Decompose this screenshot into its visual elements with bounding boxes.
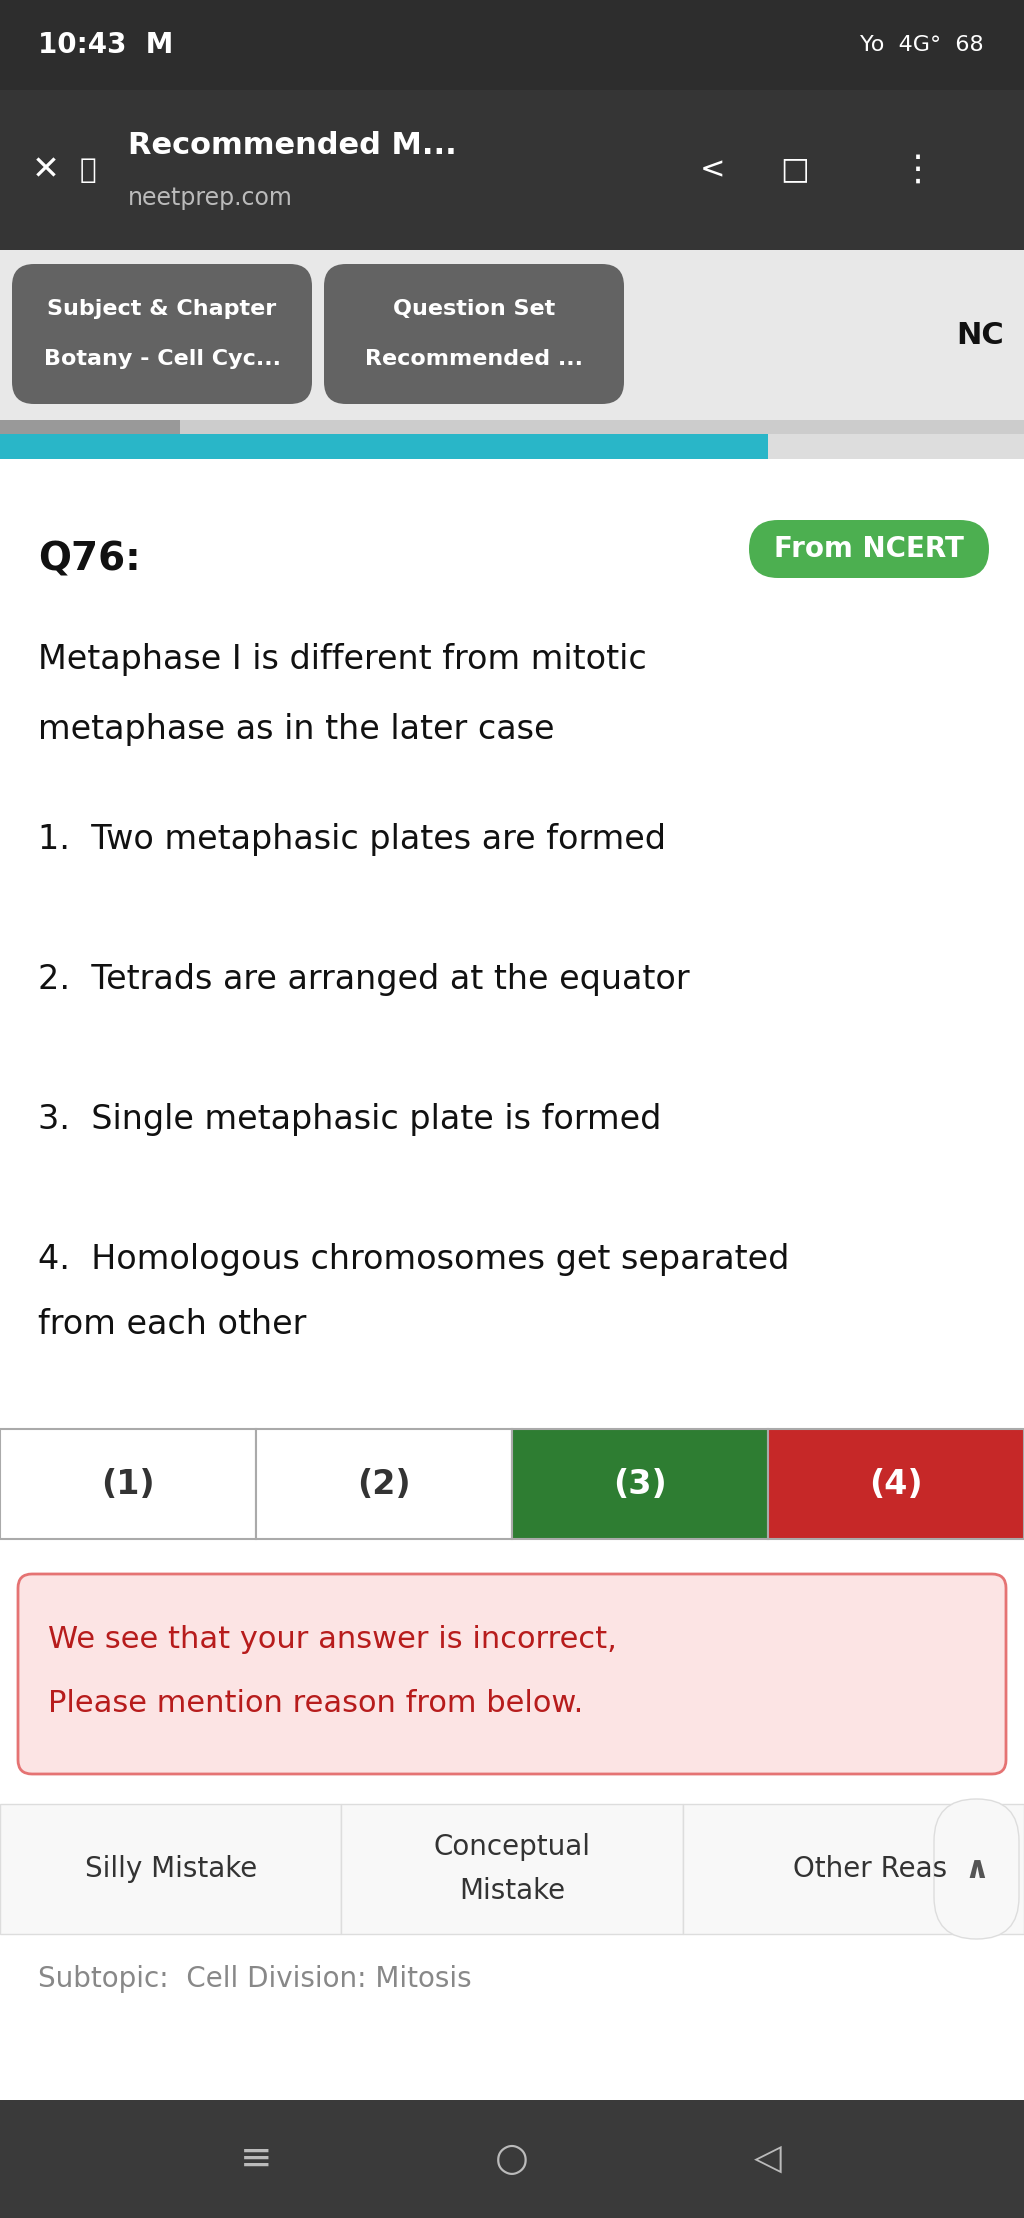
Bar — [0, 459, 1024, 2100]
Text: Question Set: Question Set — [393, 299, 555, 319]
Bar — [683, 1803, 1024, 1934]
Text: Subject & Chapter: Subject & Chapter — [47, 299, 276, 319]
Text: ◁: ◁ — [754, 2143, 782, 2176]
Bar — [0, 1428, 1024, 1539]
FancyBboxPatch shape — [934, 1799, 1019, 1939]
Text: Recommended ...: Recommended ... — [365, 348, 583, 368]
Text: From NCERT: From NCERT — [774, 535, 964, 563]
Text: (1): (1) — [101, 1468, 155, 1502]
Text: Recommended M...: Recommended M... — [128, 131, 457, 160]
Text: Q76:: Q76: — [38, 539, 140, 579]
Text: (3): (3) — [613, 1468, 667, 1502]
FancyBboxPatch shape — [324, 264, 624, 404]
Text: Mistake: Mistake — [459, 1876, 565, 1905]
Text: Conceptual: Conceptual — [433, 1832, 591, 1861]
Bar — [0, 2100, 1024, 2218]
Text: ∧: ∧ — [965, 1854, 989, 1883]
Text: 2.  Tetrads are arranged at the equator: 2. Tetrads are arranged at the equator — [38, 963, 689, 996]
Text: ⋮: ⋮ — [900, 153, 936, 186]
Bar — [0, 435, 1024, 459]
Text: neetprep.com: neetprep.com — [128, 186, 293, 211]
Text: (4): (4) — [869, 1468, 923, 1502]
Bar — [0, 91, 1024, 251]
Text: Silly Mistake: Silly Mistake — [85, 1854, 257, 1883]
Bar — [0, 435, 768, 459]
Bar — [0, 419, 1024, 435]
Text: Subtopic:  Cell Division: Mitosis: Subtopic: Cell Division: Mitosis — [38, 1965, 472, 1994]
Bar — [0, 251, 1024, 419]
Text: □: □ — [780, 155, 809, 184]
Bar — [256, 1428, 512, 1539]
Text: 🔒: 🔒 — [80, 155, 96, 184]
Text: from each other: from each other — [38, 1306, 306, 1340]
Text: metaphase as in the later case: metaphase as in the later case — [38, 712, 555, 745]
Text: Other Reas: Other Reas — [794, 1854, 947, 1883]
Bar — [768, 1428, 1024, 1539]
Text: Metaphase I is different from mitotic: Metaphase I is different from mitotic — [38, 643, 647, 676]
Text: Yo  4G°  68: Yo 4G° 68 — [860, 35, 984, 55]
Text: We see that your answer is incorrect,: We see that your answer is incorrect, — [48, 1624, 616, 1652]
Text: ≡: ≡ — [240, 2140, 272, 2178]
Bar — [512, 1428, 768, 1539]
Text: 10:43  M: 10:43 M — [38, 31, 173, 60]
Text: Please mention reason from below.: Please mention reason from below. — [48, 1690, 584, 1719]
FancyBboxPatch shape — [18, 1575, 1006, 1774]
FancyBboxPatch shape — [749, 519, 989, 579]
Text: Botany - Cell Cyc...: Botany - Cell Cyc... — [43, 348, 281, 368]
Bar — [0, 0, 1024, 91]
Text: 1.  Two metaphasic plates are formed: 1. Two metaphasic plates are formed — [38, 823, 666, 856]
Text: ✕: ✕ — [32, 153, 60, 186]
Bar — [0, 1803, 341, 1934]
Bar — [0, 1428, 256, 1539]
Text: (2): (2) — [357, 1468, 411, 1502]
Text: <: < — [700, 155, 725, 184]
Text: 3.  Single metaphasic plate is formed: 3. Single metaphasic plate is formed — [38, 1102, 662, 1136]
Bar — [0, 419, 180, 435]
Text: ○: ○ — [495, 2140, 529, 2178]
Text: 4.  Homologous chromosomes get separated: 4. Homologous chromosomes get separated — [38, 1242, 790, 1275]
Bar — [341, 1803, 683, 1934]
FancyBboxPatch shape — [12, 264, 312, 404]
Text: NC: NC — [956, 319, 1004, 350]
